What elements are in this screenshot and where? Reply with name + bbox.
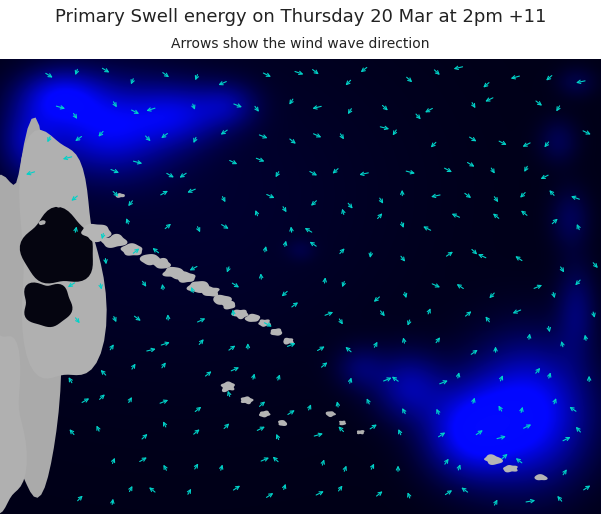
Polygon shape [115,193,125,198]
Polygon shape [176,271,195,283]
Polygon shape [186,281,210,293]
Polygon shape [0,118,61,498]
Polygon shape [326,411,336,417]
Polygon shape [484,454,503,465]
Polygon shape [101,234,127,248]
Polygon shape [534,474,548,480]
Polygon shape [56,202,64,208]
Polygon shape [162,267,185,280]
Polygon shape [283,338,294,344]
Polygon shape [0,332,27,513]
Polygon shape [20,207,93,283]
Polygon shape [73,184,83,190]
Polygon shape [259,411,270,417]
Polygon shape [221,301,235,309]
Polygon shape [339,420,346,425]
Polygon shape [213,295,232,305]
Polygon shape [81,224,112,242]
Polygon shape [245,314,260,322]
Polygon shape [241,396,254,404]
Polygon shape [357,430,365,434]
Polygon shape [270,328,282,336]
Polygon shape [258,319,271,327]
Polygon shape [503,465,517,472]
Text: Arrows show the wind wave direction: Arrows show the wind wave direction [171,38,430,51]
Polygon shape [231,309,248,319]
Polygon shape [140,254,160,265]
Polygon shape [152,258,171,269]
Polygon shape [24,283,73,327]
Polygon shape [121,243,142,255]
Polygon shape [81,220,88,226]
Polygon shape [201,286,219,297]
Text: Primary Swell energy on Thursday 20 Mar at 2pm +11: Primary Swell energy on Thursday 20 Mar … [55,8,546,26]
Polygon shape [221,381,235,392]
Polygon shape [278,420,287,426]
Polygon shape [38,221,46,225]
Polygon shape [19,130,107,379]
